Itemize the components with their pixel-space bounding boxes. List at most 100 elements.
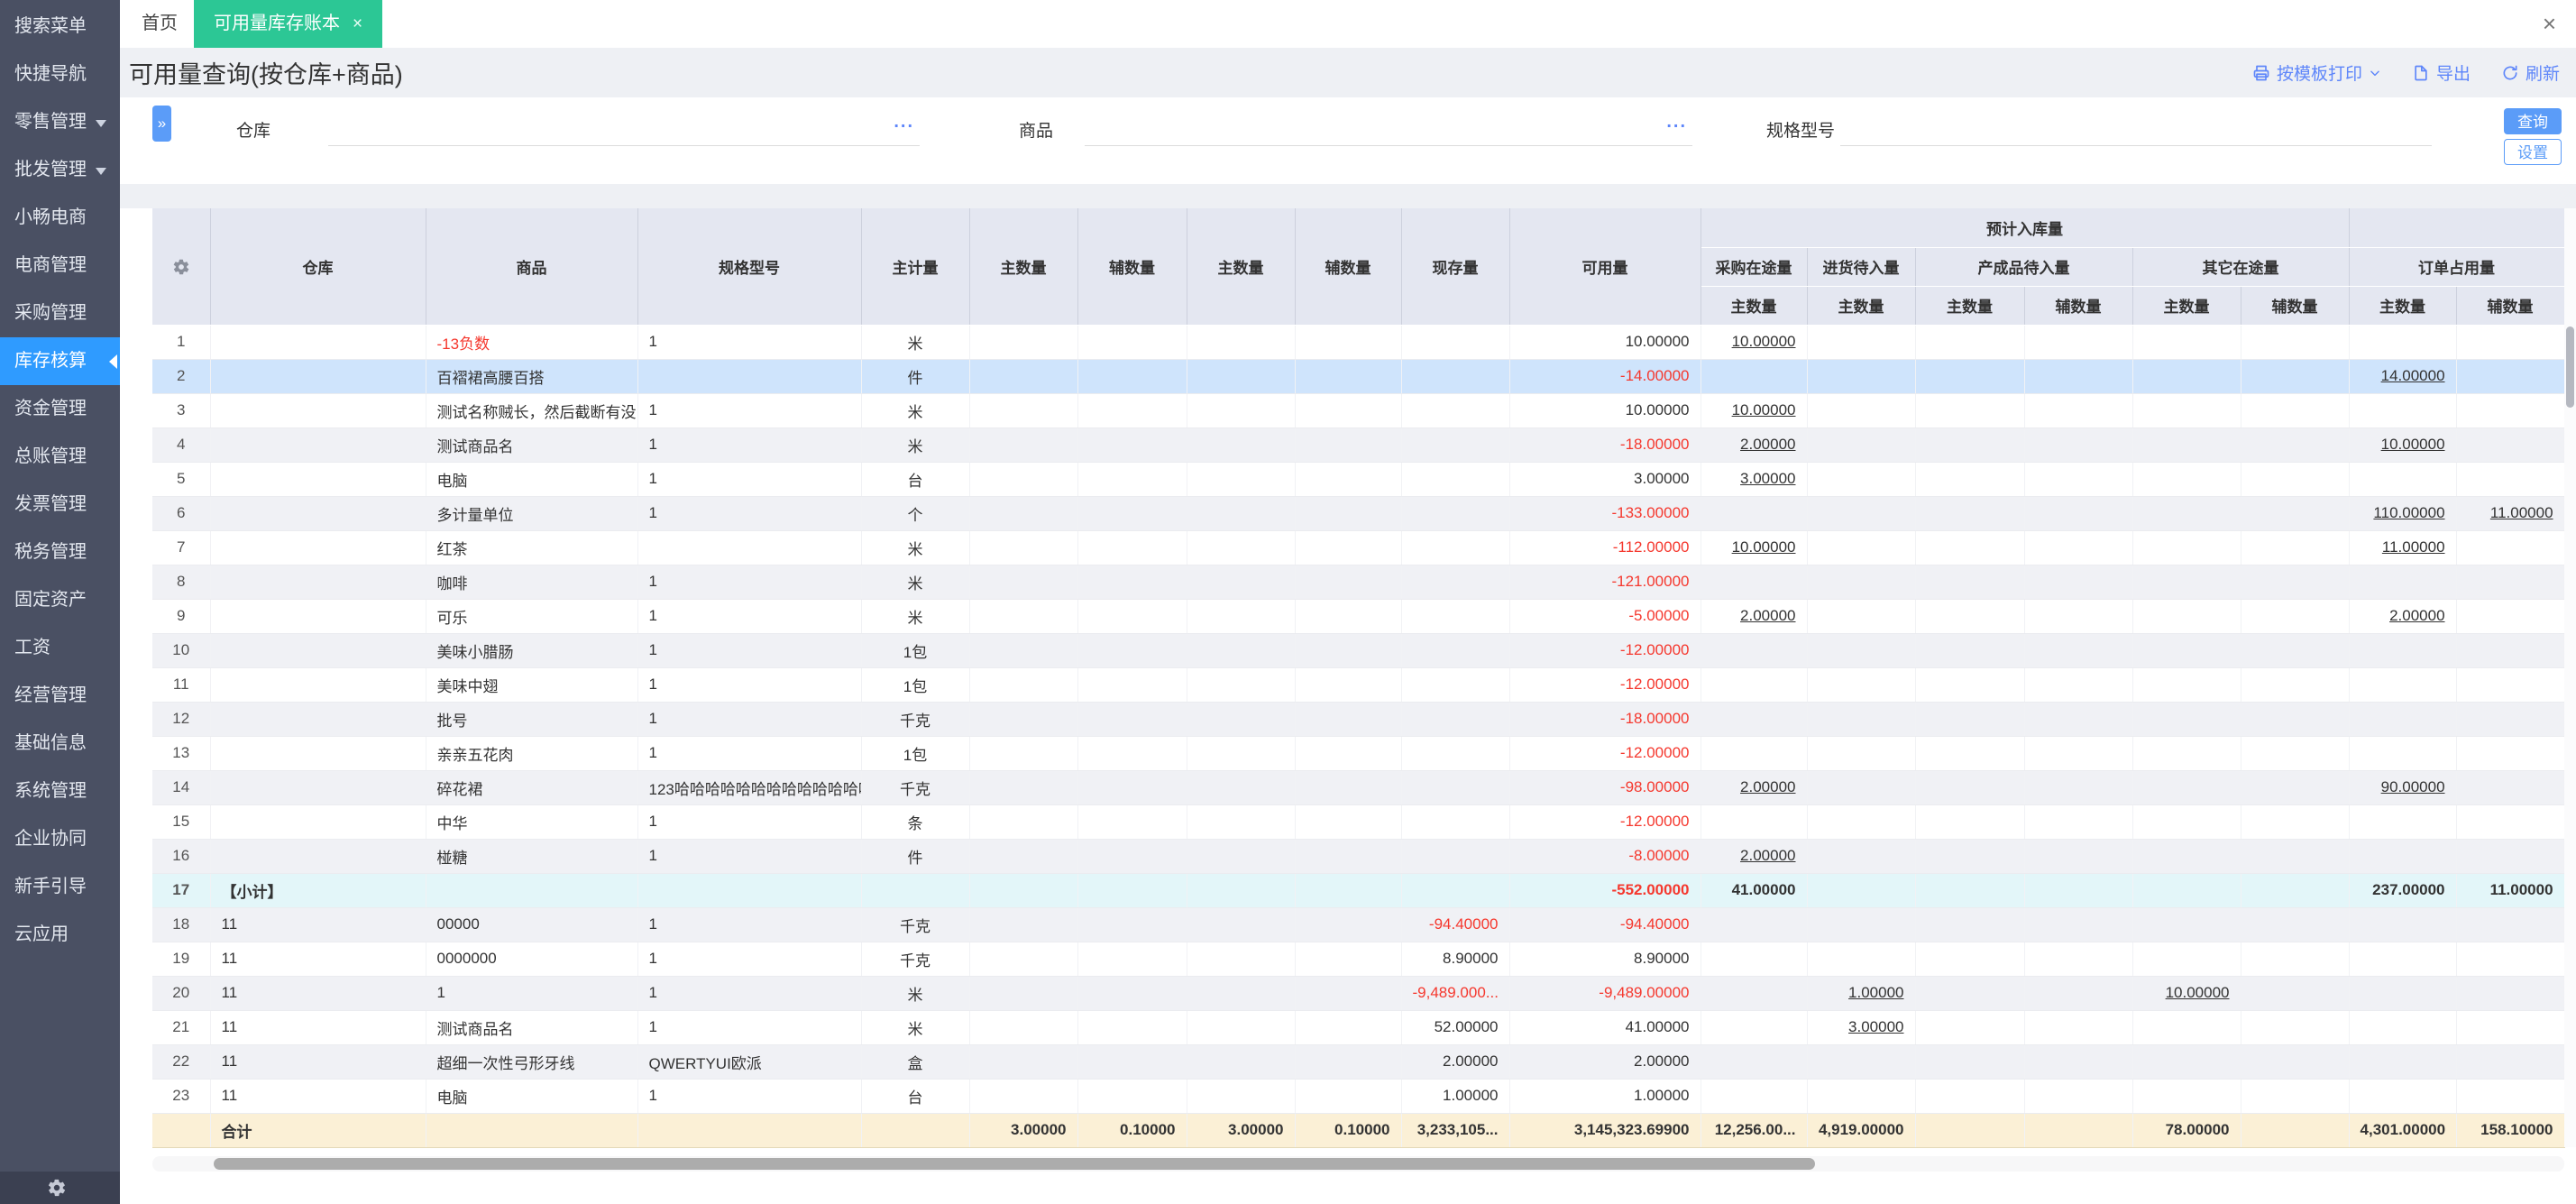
table-row[interactable]: 2 百褶裙高腰百搭 件 -14.00000 14.00000 — [152, 359, 2565, 394]
table-row[interactable]: 17 【小计】 -552.00000 41.00000 237.00000 11.0000… — [152, 873, 2565, 908]
sidebar-item-3[interactable]: 批发管理 — [0, 146, 120, 194]
drilldown-link[interactable]: 10.00000 — [1731, 401, 1796, 418]
table-row[interactable]: 4 测试商品名 1 米 -18.00000 2.00000 10.00000 — [152, 427, 2565, 463]
sidebar-item-19[interactable]: 云应用 — [0, 911, 120, 959]
sidebar-item-11[interactable]: 税务管理 — [0, 528, 120, 576]
header-incoming-main-qty[interactable]: 主数量 — [1807, 286, 1916, 326]
drilldown-link[interactable]: 2.00000 — [1740, 778, 1796, 795]
query-button[interactable]: 查询 — [2504, 108, 2562, 134]
header-available-qty[interactable]: 可用量 — [1509, 208, 1701, 326]
header-aux-qty-2[interactable]: 辅数量 — [1295, 208, 1402, 326]
sidebar-item-13[interactable]: 工资 — [0, 624, 120, 672]
header-main-unit[interactable]: 主计量 — [861, 208, 970, 326]
header-other-main-qty[interactable]: 主数量 — [2132, 286, 2241, 326]
drilldown-link[interactable]: 2.00000 — [1740, 847, 1796, 864]
table-row[interactable]: 3 测试名称贼长，然后截断有没... 1 米 10.00000 10.00000 — [152, 393, 2565, 428]
table-row[interactable]: 23 11 电脑 1 台 1.00000 1.00000 — [152, 1079, 2565, 1114]
sidebar-item-4[interactable]: 小畅电商 — [0, 194, 120, 242]
horizontal-scrollbar[interactable] — [152, 1156, 2564, 1172]
product-input[interactable] — [1085, 110, 1692, 145]
sidebar-item-1[interactable]: 快捷导航 — [0, 51, 120, 98]
table-row[interactable]: 15 中华 1 条 -12.00000 — [152, 804, 2565, 840]
drilldown-link[interactable]: 2.00000 — [1740, 436, 1796, 453]
header-order-aux-qty[interactable]: 辅数量 — [2456, 286, 2565, 326]
table-row[interactable]: 6 多计量单位 1 个 -133.00000 110.00000 11.00000 — [152, 496, 2565, 531]
table-row[interactable]: 20 11 1 1 米 -9,489.000... -9,489.00000 1.00000 1… — [152, 976, 2565, 1011]
sidebar-item-15[interactable]: 基础信息 — [0, 720, 120, 767]
drilldown-link[interactable]: 1.00000 — [1848, 984, 1904, 1001]
header-aux-qty[interactable]: 辅数量 — [1077, 208, 1187, 326]
sidebar-item-16[interactable]: 系统管理 — [0, 767, 120, 815]
drilldown-link[interactable]: 11.00000 — [2489, 504, 2553, 521]
drilldown-link[interactable]: 90.00000 — [2380, 778, 2445, 795]
horizontal-scrollbar-thumb[interactable] — [214, 1158, 1815, 1170]
export-button[interactable]: 导出 — [2412, 60, 2471, 85]
sidebar-item-17[interactable]: 企业协同 — [0, 815, 120, 863]
table-row[interactable]: 19 11 0000000 1 千克 8.90000 8.90000 — [152, 942, 2565, 977]
tabbar-close-icon[interactable]: × — [2542, 10, 2556, 37]
table-row[interactable]: 合计 3.00000 0.10000 3.00000 0.10000 3,233,105.… — [152, 1113, 2565, 1148]
header-other-aux-qty[interactable]: 辅数量 — [2241, 286, 2350, 326]
tab-home[interactable]: 首页 — [142, 14, 178, 33]
vertical-scrollbar-thumb[interactable] — [2566, 326, 2574, 408]
gear-icon[interactable] — [47, 1178, 67, 1198]
refresh-button[interactable]: 刷新 — [2501, 60, 2560, 85]
collapse-filter-button[interactable]: » — [152, 106, 171, 142]
table-row[interactable]: 18 11 00000 1 千克 -94.40000 -94.40000 — [152, 907, 2565, 942]
drilldown-link[interactable]: 10.00000 — [1731, 538, 1796, 556]
table-row[interactable]: 9 可乐 1 米 -5.00000 2.00000 2.00000 — [152, 599, 2565, 634]
sidebar-item-18[interactable]: 新手引导 — [0, 863, 120, 911]
sidebar-item-10[interactable]: 发票管理 — [0, 481, 120, 528]
drilldown-link[interactable]: 11.00000 — [2381, 538, 2445, 556]
drilldown-link[interactable]: 3.00000 — [1740, 470, 1796, 487]
header-warehouse[interactable]: 仓库 — [210, 208, 426, 326]
header-spec[interactable]: 规格型号 — [637, 208, 862, 326]
sidebar-item-9[interactable]: 总账管理 — [0, 433, 120, 481]
header-stock-qty[interactable]: 现存量 — [1401, 208, 1510, 326]
drilldown-link[interactable]: 10.00000 — [1731, 333, 1796, 350]
table-row[interactable]: 13 亲亲五花肉 1 1包 -12.00000 — [152, 736, 2565, 771]
header-purchase-transit[interactable]: 采购在途量 — [1701, 247, 1808, 287]
sidebar-item-6[interactable]: 采购管理 — [0, 290, 120, 337]
table-row[interactable]: 10 美味小腊肠 1 1包 -12.00000 — [152, 633, 2565, 668]
warehouse-picker-ellipsis-icon[interactable]: ... — [894, 112, 914, 132]
drilldown-link[interactable]: 2.00000 — [1740, 607, 1796, 624]
header-order-main-qty[interactable]: 主数量 — [2349, 286, 2457, 326]
tab-close-icon[interactable]: × — [353, 14, 363, 33]
table-row[interactable]: 22 11 超细一次性弓形牙线 QWERTYUI欧派盒 2.00000 2.00000 — [152, 1044, 2565, 1080]
sidebar-item-0[interactable]: 搜索菜单 — [0, 3, 120, 51]
header-incoming-pending[interactable]: 进货待入量 — [1807, 247, 1916, 287]
drilldown-link[interactable]: 110.00000 — [2373, 504, 2445, 521]
settings-button[interactable]: 设置 — [2504, 139, 2562, 165]
spec-input[interactable] — [1840, 110, 2432, 145]
sidebar-item-12[interactable]: 固定资产 — [0, 576, 120, 624]
table-row[interactable]: 16 椪糖 1 件 -8.00000 2.00000 — [152, 839, 2565, 874]
drilldown-link[interactable]: 14.00000 — [2380, 367, 2445, 384]
table-row[interactable]: 12 批号 1 千克 -18.00000 — [152, 702, 2565, 737]
table-row[interactable]: 21 11 测试商品名 1 米 52.00000 41.00000 3.00000 — [152, 1010, 2565, 1045]
table-row[interactable]: 14 碎花裙123哈哈哈哈哈哈哈哈哈哈哈哈哈...千克 -98.00000 2.000… — [152, 770, 2565, 805]
table-row[interactable]: 1 -13负数 1 米 10.00000 10.00000 — [152, 325, 2565, 360]
header-finished-aux-qty[interactable]: 辅数量 — [2024, 286, 2133, 326]
vertical-scrollbar[interactable] — [2564, 208, 2576, 1147]
table-row[interactable]: 5 电脑 1 台 3.00000 3.00000 — [152, 462, 2565, 497]
sidebar-item-7[interactable]: 库存核算 — [0, 337, 120, 385]
table-row[interactable]: 11 美味中翅 1 1包 -12.00000 — [152, 667, 2565, 703]
table-row[interactable]: 7 红茶 米 -112.00000 10.00000 11.00000 — [152, 530, 2565, 565]
header-purchase-main-qty[interactable]: 主数量 — [1701, 286, 1808, 326]
sidebar-item-2[interactable]: 零售管理 — [0, 98, 120, 146]
drilldown-link[interactable]: 10.00000 — [2380, 436, 2445, 453]
table-row[interactable]: 8 咖啡 1 米 -121.00000 — [152, 565, 2565, 600]
warehouse-input[interactable] — [328, 110, 920, 145]
drilldown-link[interactable]: 3.00000 — [1848, 1018, 1904, 1035]
header-main-qty[interactable]: 主数量 — [969, 208, 1078, 326]
drilldown-link[interactable]: 2.00000 — [2389, 607, 2445, 624]
column-settings-header[interactable] — [152, 208, 211, 326]
sidebar-item-5[interactable]: 电商管理 — [0, 242, 120, 290]
product-picker-ellipsis-icon[interactable]: ... — [1666, 112, 1687, 132]
sidebar-item-14[interactable]: 经营管理 — [0, 672, 120, 720]
sidebar-item-8[interactable]: 资金管理 — [0, 385, 120, 433]
drilldown-link[interactable]: 10.00000 — [2165, 984, 2230, 1001]
tab-active[interactable]: 可用量库存账本 × — [194, 0, 383, 48]
header-finished-main-qty[interactable]: 主数量 — [1915, 286, 2025, 326]
